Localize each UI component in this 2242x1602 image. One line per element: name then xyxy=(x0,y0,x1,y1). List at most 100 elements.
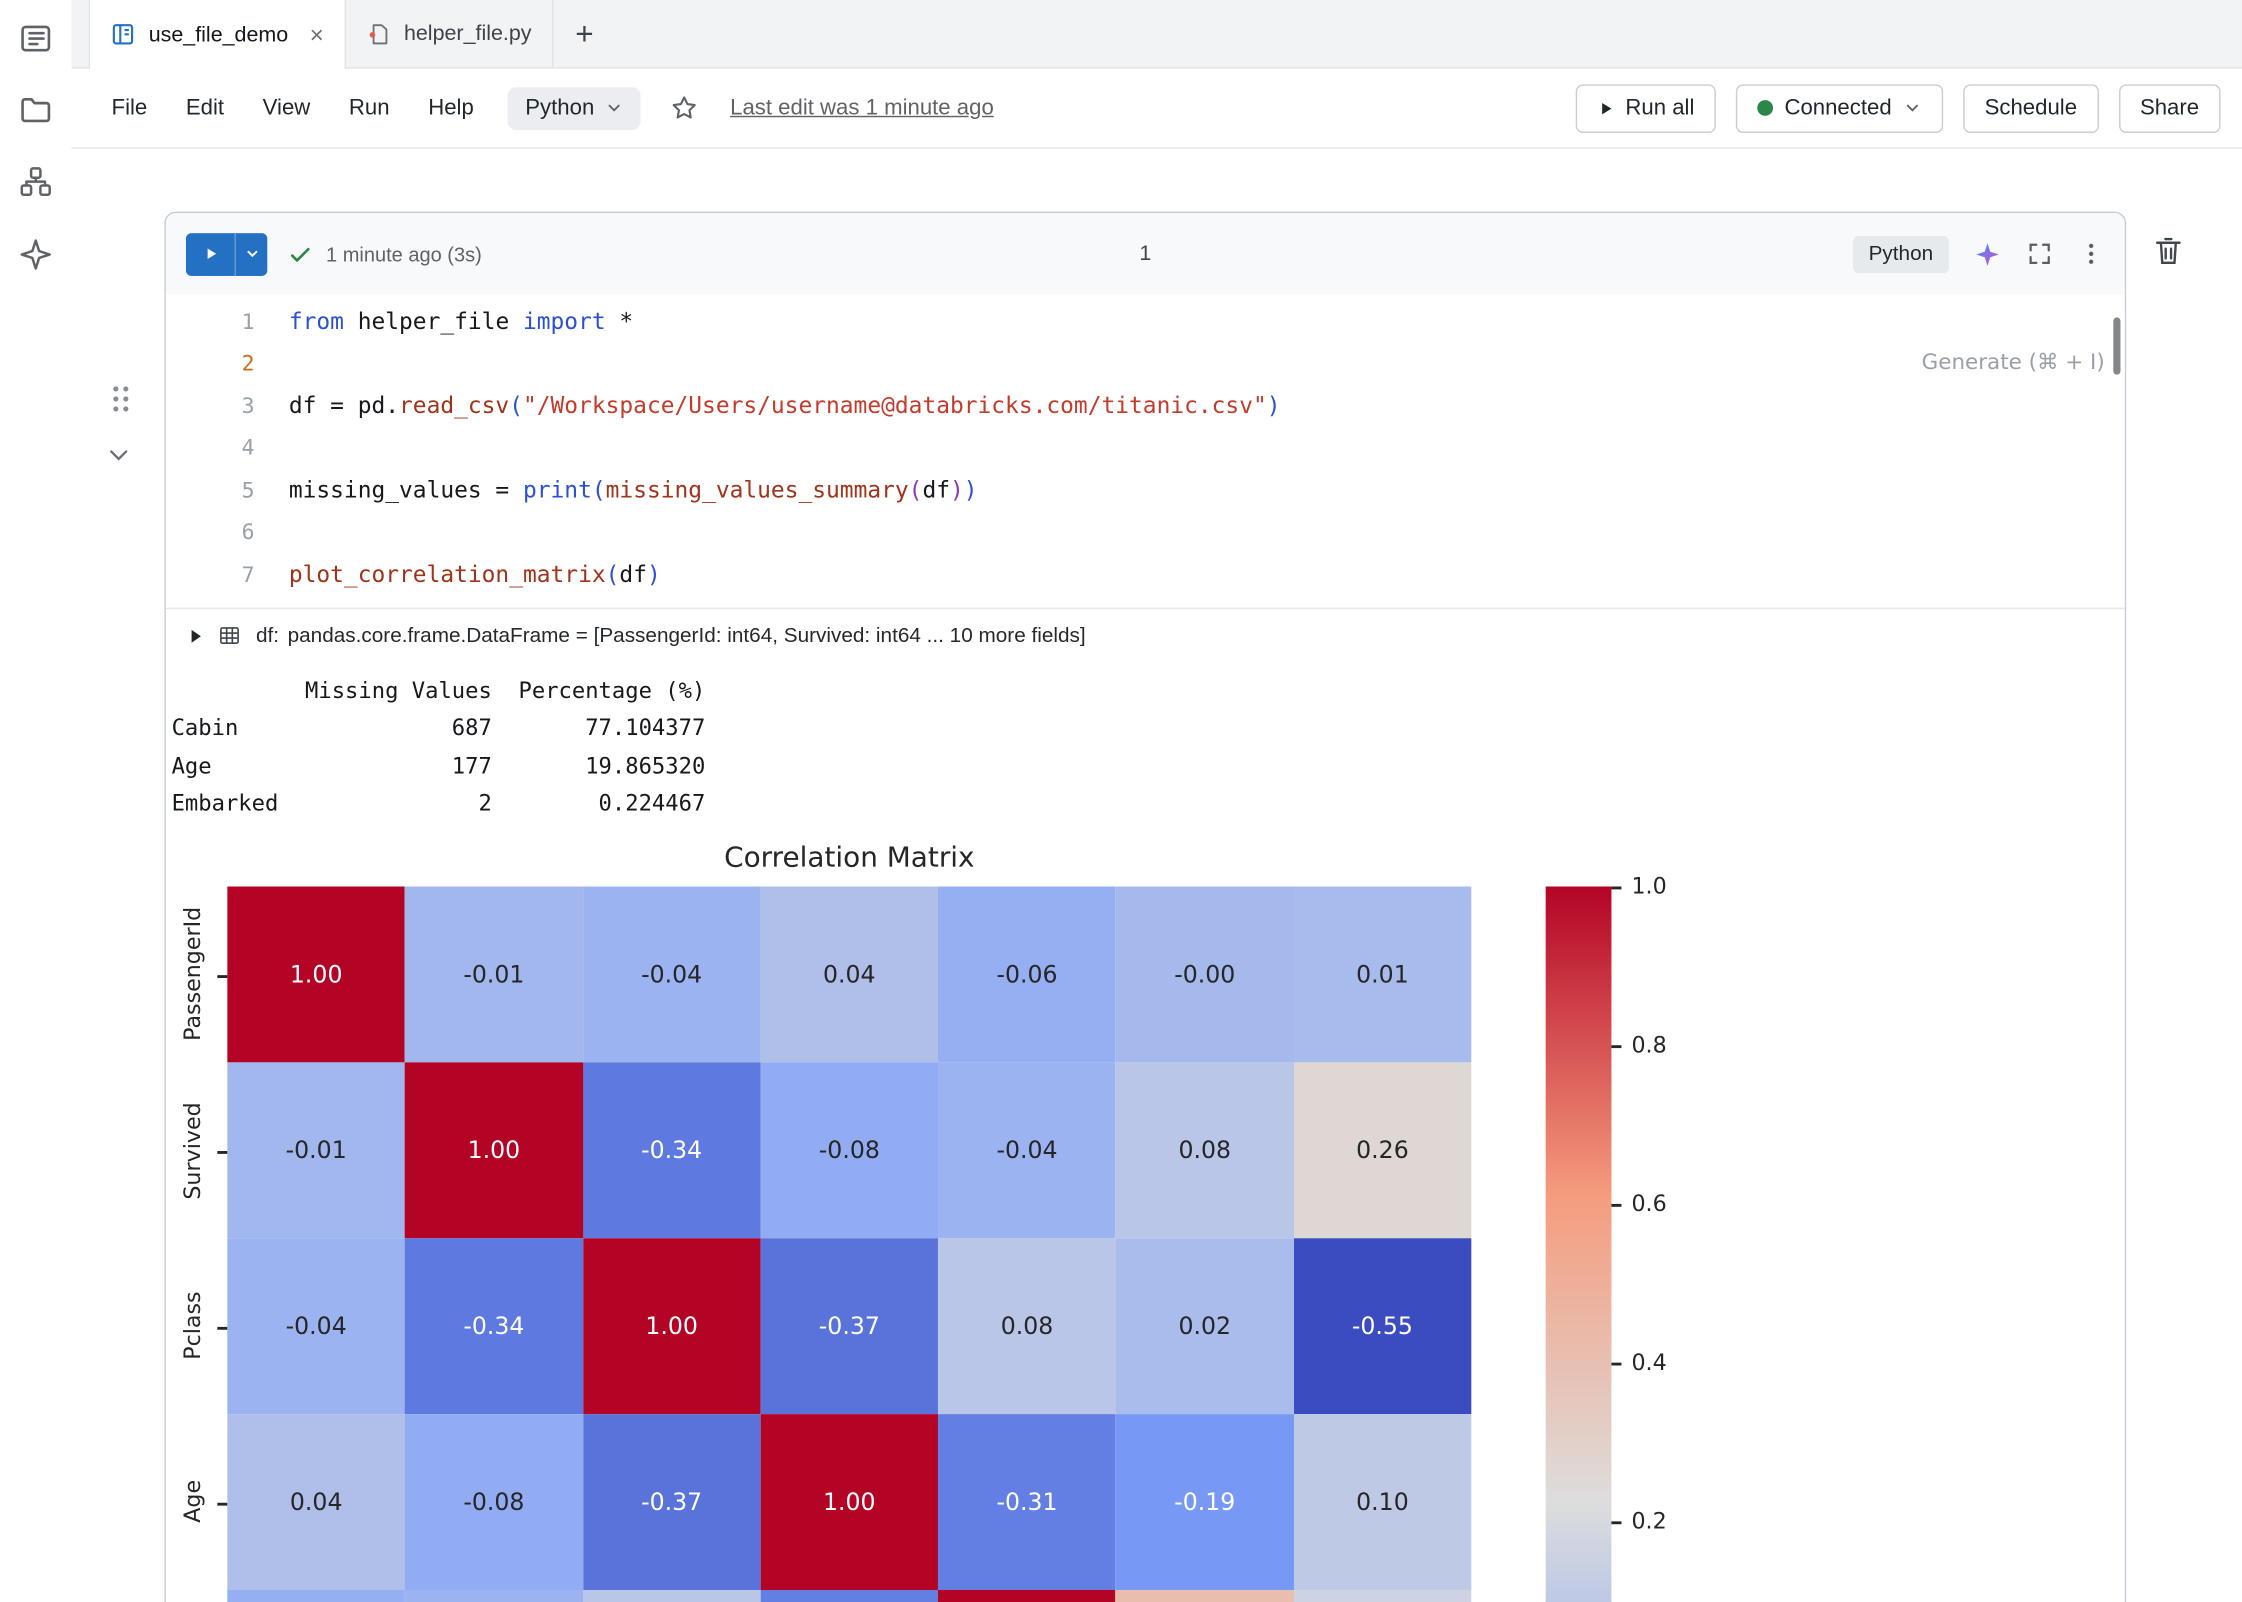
dataframe-summary-row[interactable]: df: pandas.core.frame.DataFrame = [Passe… xyxy=(166,617,2125,654)
schedule-button[interactable]: Schedule xyxy=(1963,83,2099,133)
tab-label: helper_file.py xyxy=(403,21,532,46)
workflows-icon[interactable] xyxy=(17,163,54,200)
heatmap-cell: 1.00 xyxy=(582,1238,761,1414)
heatmap-cell: -0.31 xyxy=(938,1413,1116,1590)
colorbar-tick-label: 0.6 xyxy=(1631,1191,1667,1217)
code-line[interactable]: 3 df = pd.read_csv("/Workspace/Users/user… xyxy=(166,385,2125,427)
menu-view[interactable]: View xyxy=(262,95,311,120)
y-axis-label: Survived xyxy=(180,1101,206,1199)
workspace-panel-icon[interactable] xyxy=(17,20,54,57)
connected-label: Connected xyxy=(1784,95,1892,120)
language-selector[interactable]: Python xyxy=(508,86,641,130)
menu-help[interactable]: Help xyxy=(428,95,474,120)
heatmap-cell: 0.01 xyxy=(1293,886,1472,1063)
code-line[interactable]: 5 missing_values = print(missing_values_s… xyxy=(166,469,2125,511)
assistant-sparkle-icon[interactable] xyxy=(17,236,54,273)
cell-kebab-menu-icon[interactable] xyxy=(2078,240,2105,267)
cell-toolbar-right: Python xyxy=(1852,235,2105,273)
tab-use-file-demo[interactable]: use_file_demo × xyxy=(88,0,346,69)
heatmap-cell: -0.34 xyxy=(582,1062,761,1239)
y-axis-tick xyxy=(217,1150,228,1154)
new-tab-button[interactable]: + xyxy=(575,15,594,51)
language-label: Python xyxy=(525,95,595,120)
collapse-cell-chevron-icon[interactable] xyxy=(106,442,132,475)
menu-run[interactable]: Run xyxy=(348,95,390,120)
heatmap-cell: 0.08 xyxy=(1115,1062,1294,1239)
colorbar-ticks: 1.00.80.60.40.20.0-0.2-0.4 xyxy=(1611,873,1725,1602)
connected-status-dot xyxy=(1757,100,1774,116)
expand-cell-icon[interactable] xyxy=(2026,240,2053,267)
close-tab-icon[interactable]: × xyxy=(309,20,324,48)
colorbar xyxy=(1545,886,1612,1602)
disclosure-triangle-icon[interactable] xyxy=(189,627,203,644)
heatmap-cell: -0.19 xyxy=(1115,1413,1294,1590)
heatmap-cell: 0.10 xyxy=(1293,1413,1472,1590)
y-axis-tick xyxy=(217,1502,228,1506)
heatmap-cell: -0.34 xyxy=(405,1238,583,1414)
cell-toolbar: 1 minute ago (3s) 1 Python xyxy=(165,213,2125,295)
colorbar-tick xyxy=(1611,1521,1622,1525)
tab-helper-file[interactable]: helper_file.py xyxy=(345,0,553,68)
code-text: df = pd.read_csv("/Workspace/Users/usern… xyxy=(288,392,1281,420)
cell-execution-count: 1 xyxy=(1139,241,1152,266)
code-line[interactable]: 7 plot_correlation_matrix(df) xyxy=(166,553,2125,595)
heatmap-cell: 0.02 xyxy=(1115,1238,1294,1414)
heatmap-grid: 1.00 -0.01 -0.04 0.04 -0.06 -0.00 0.01 -0.01 1.0… xyxy=(227,886,1472,1602)
heatmap-cell: -0.55 xyxy=(1293,1238,1472,1414)
dataframe-name: df: xyxy=(255,624,279,648)
code-text: from helper_file import * xyxy=(288,307,634,335)
notebook-menubar: File Edit View Run Help Python Last edit… xyxy=(71,68,2242,149)
table-icon xyxy=(217,623,241,647)
run-options-chevron-icon[interactable] xyxy=(234,232,268,276)
heatmap-cell: -0.01 xyxy=(227,1062,406,1239)
colorbar-tick-label: 0.2 xyxy=(1631,1508,1667,1535)
code-line[interactable]: 4 xyxy=(166,427,2125,469)
heatmap-cell: -0.06 xyxy=(227,1589,406,1602)
line-number: 5 xyxy=(241,477,255,503)
colorbar-tick xyxy=(1611,886,1622,890)
y-axis-label: PassengerId xyxy=(180,907,206,1042)
notebook-cell: 1 minute ago (3s) 1 Python xyxy=(164,211,2127,1602)
code-line[interactable]: 2 xyxy=(166,342,2125,384)
dataframe-summary-text: df: pandas.core.frame.DataFrame = [Passe… xyxy=(256,624,1086,647)
menu-file[interactable]: File xyxy=(111,95,148,120)
code-line[interactable]: 1 from helper_file import * xyxy=(166,300,2125,342)
share-button[interactable]: Share xyxy=(2118,83,2221,133)
code-text: plot_correlation_matrix(df) xyxy=(288,560,661,589)
y-axis-label: Age xyxy=(180,1480,206,1524)
last-edit-link[interactable]: Last edit was 1 minute ago xyxy=(730,95,994,120)
colorbar-tick xyxy=(1611,1204,1622,1207)
run-all-button[interactable]: Run all xyxy=(1575,83,1716,133)
heatmap-cell: -0.08 xyxy=(760,1062,939,1239)
code-line[interactable]: 6 xyxy=(166,511,2125,553)
menus: File Edit View Run Help xyxy=(112,95,474,121)
menu-edit[interactable]: Edit xyxy=(185,95,225,120)
favorite-star-icon[interactable] xyxy=(669,93,699,123)
notebook-icon xyxy=(112,24,134,45)
line-number: 3 xyxy=(241,392,255,419)
code-editor[interactable]: 1 from helper_file import * 2 3 df = pd.read… xyxy=(165,294,2125,609)
colorbar-tick-label: 0.4 xyxy=(1631,1350,1667,1376)
share-label: Share xyxy=(2139,95,2200,120)
run-all-label: Run all xyxy=(1625,95,1695,120)
folder-icon[interactable] xyxy=(17,92,54,129)
delete-cell-trash-icon[interactable] xyxy=(2150,233,2186,276)
assistant-gradient-sparkle-icon[interactable] xyxy=(1973,239,2002,268)
editor-scrollbar-thumb[interactable] xyxy=(2113,317,2121,375)
chevron-down-icon xyxy=(1903,99,1922,118)
heatmap-cell: 0.08 xyxy=(582,1589,761,1602)
heatmap-cell: -0.37 xyxy=(760,1238,939,1414)
line-number: 4 xyxy=(241,435,255,461)
heatmap-cell: -0.04 xyxy=(582,886,761,1063)
figure-title: Correlation Matrix xyxy=(724,840,975,874)
heatmap-cell: -0.04 xyxy=(938,1062,1116,1239)
heatmap-cell: 1.00 xyxy=(938,1589,1116,1602)
run-cell-button[interactable] xyxy=(185,232,268,276)
line-number: 6 xyxy=(241,519,255,546)
cell-language-badge[interactable]: Python xyxy=(1852,235,1949,273)
heatmap-cell: 1.00 xyxy=(227,886,406,1063)
heatmap-cell: -0.37 xyxy=(582,1413,761,1590)
play-icon[interactable] xyxy=(185,232,235,276)
cluster-connected-dropdown[interactable]: Connected xyxy=(1735,83,1944,133)
cell-drag-handle[interactable] xyxy=(109,383,133,422)
